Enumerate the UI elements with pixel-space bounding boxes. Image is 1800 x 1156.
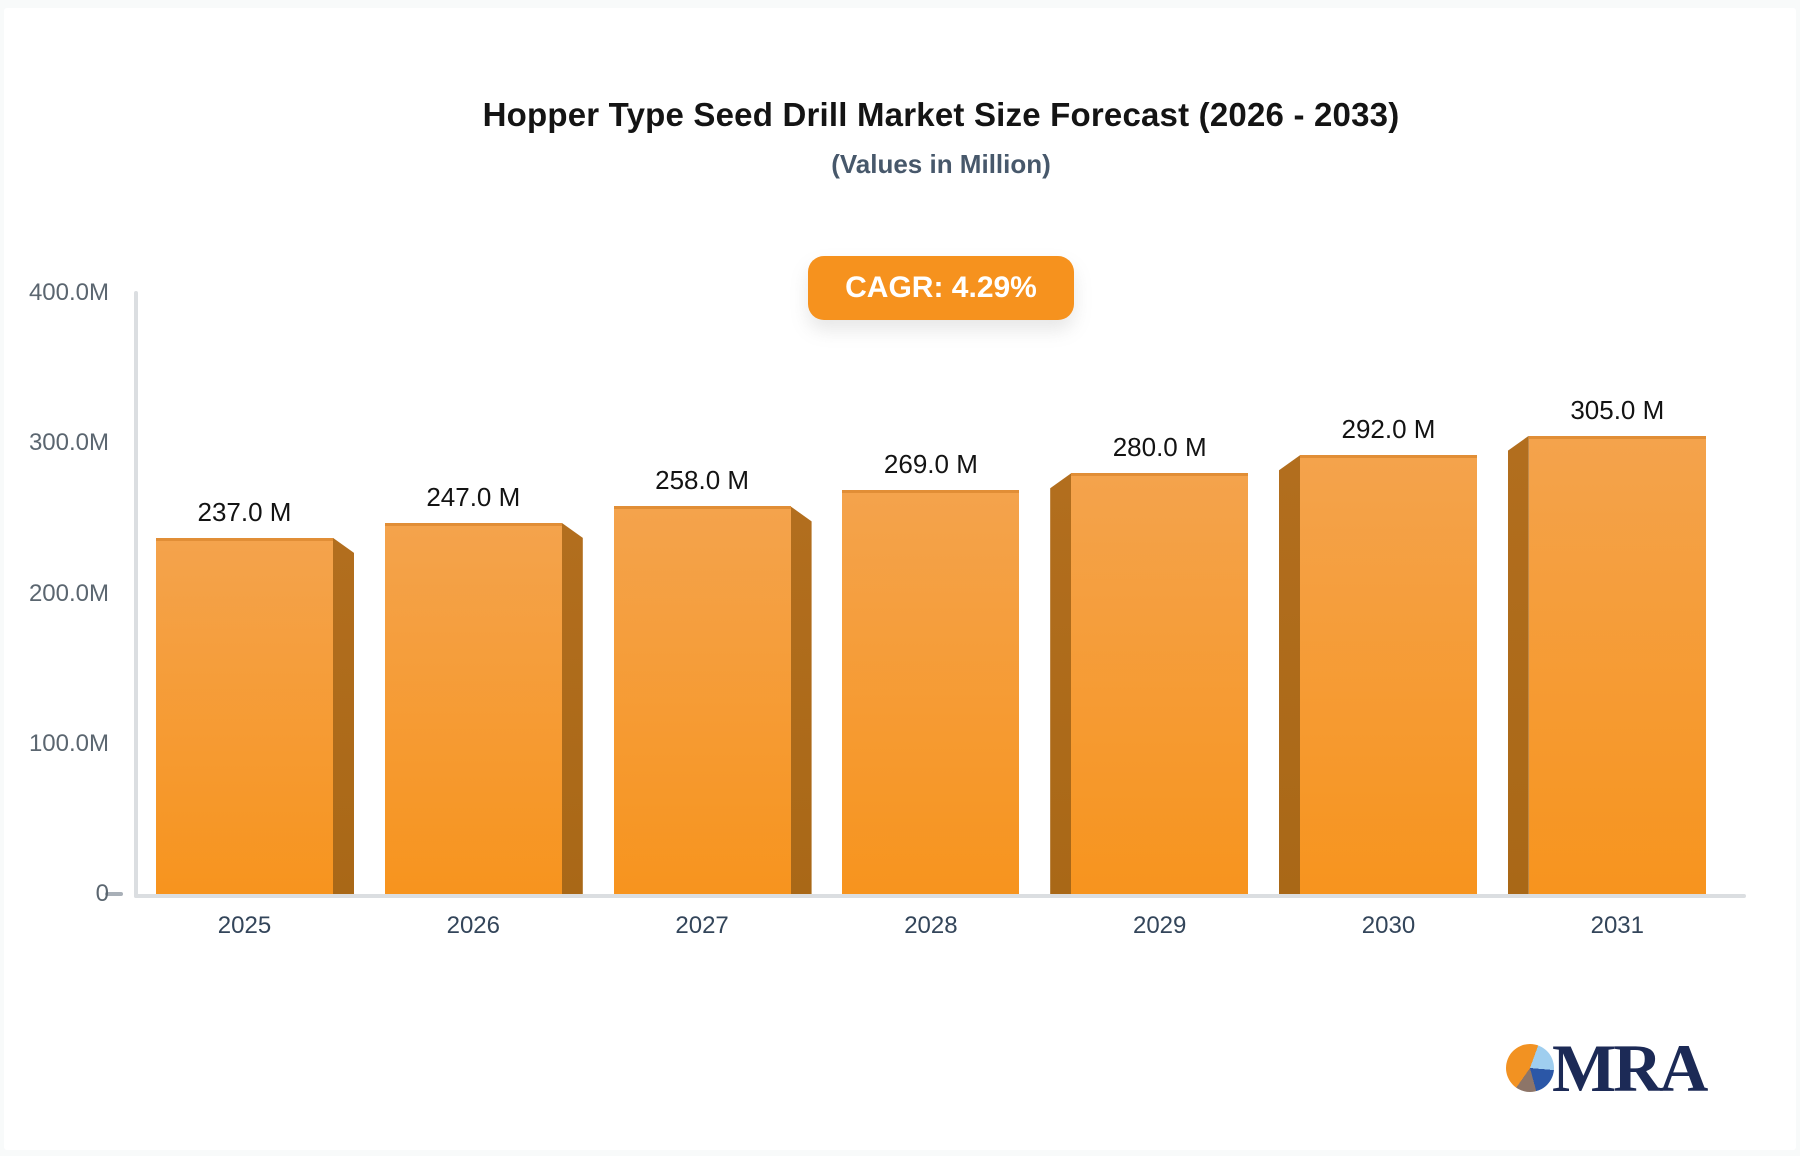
y-tick-label: 100.0M (28, 729, 109, 757)
x-tick-label: 2025 (217, 912, 272, 939)
x-tick-label: 2029 (1132, 912, 1187, 939)
bar-value-label: 269.0 M (883, 448, 978, 479)
brand-logo: MRA (1506, 1030, 1708, 1106)
bar-side-2026 (561, 522, 583, 894)
bar-value-label: 305.0 M (1570, 394, 1665, 425)
x-axis-line (134, 894, 1746, 898)
bar-face-2026 (384, 522, 562, 894)
bar-value-label: 258.0 M (655, 465, 750, 496)
brand-logo-text: MRA (1552, 1030, 1708, 1106)
y-tick-label: 0 (95, 880, 109, 907)
chart-card: Hopper Type Seed Drill Market Size Forec… (4, 8, 1796, 1150)
cagr-badge-row: CAGR: 4.29% (136, 256, 1746, 320)
bar-face-2027 (613, 506, 791, 894)
bar-face-2025 (156, 537, 333, 894)
bar-side-2031 (1507, 435, 1529, 894)
x-tick-label: 2030 (1361, 912, 1416, 939)
bar-face-2029 (1071, 473, 1249, 894)
zero-tick-mark (105, 892, 123, 896)
cagr-badge: CAGR: 4.29% (808, 256, 1074, 320)
bar-value-label: 247.0 M (426, 481, 521, 512)
x-tick-label: 2027 (675, 912, 729, 939)
x-tick-label: 2028 (904, 912, 958, 939)
bar-side-2027 (790, 506, 812, 894)
y-tick-label: 400.0M (28, 279, 109, 306)
chart-title: Hopper Type Seed Drill Market Size Forec… (482, 96, 1400, 133)
bar-face-2031 (1528, 435, 1706, 894)
bar-face-2030 (1300, 455, 1477, 894)
bar-side-2029 (1050, 473, 1072, 894)
chart-subtitle: (Values in Million) (831, 149, 1051, 179)
pie-chart-icon (1506, 1044, 1554, 1092)
bar-value-label: 280.0 M (1112, 432, 1207, 463)
bar-value-label: 292.0 M (1341, 414, 1436, 445)
bar-value-label: 237.0 M (197, 496, 292, 527)
y-tick-label: 300.0M (28, 429, 109, 457)
y-tick-label: 200.0M (28, 579, 109, 607)
bar-side-2025 (333, 537, 354, 894)
x-tick-label: 2031 (1590, 912, 1644, 939)
bar-face-2028 (842, 489, 1020, 894)
bar-side-2030 (1279, 455, 1300, 894)
y-axis-line (134, 291, 138, 898)
bar-chart-plot: 400.0M 300.0M 200.0M 100.0M 0 237.0 M 247.0 M… (4, 8, 1796, 1150)
x-tick-label: 2026 (446, 912, 500, 939)
